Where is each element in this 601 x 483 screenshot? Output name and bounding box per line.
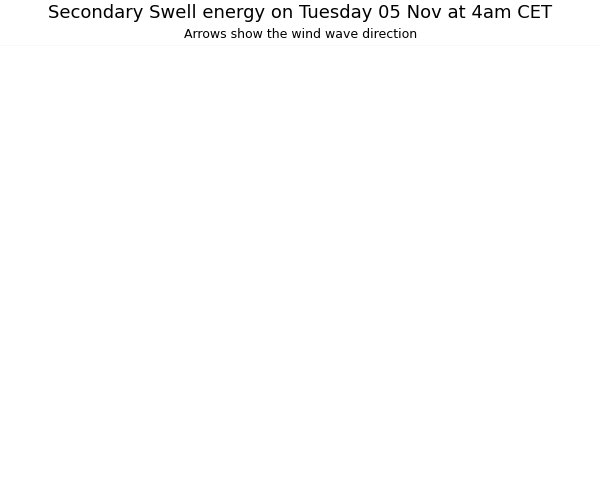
Text: Arrows show the wind wave direction: Arrows show the wind wave direction [184,28,417,41]
Text: Secondary Swell energy on Tuesday 05 Nov at 4am CET: Secondary Swell energy on Tuesday 05 Nov… [49,4,552,22]
Text: cartopy error:
No module named 'cartopy': cartopy error: No module named 'cartopy' [223,254,378,275]
